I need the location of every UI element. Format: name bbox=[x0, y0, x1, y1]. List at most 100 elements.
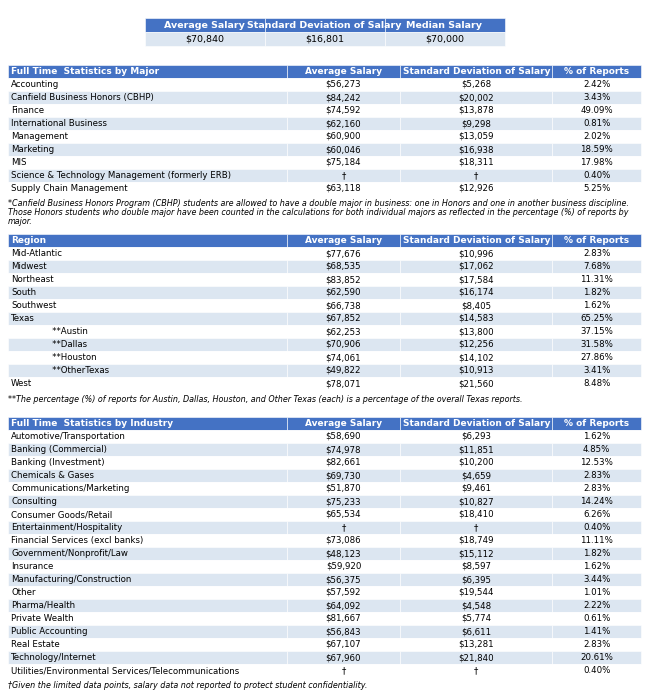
Bar bbox=[400, 547, 552, 560]
Bar bbox=[8, 508, 286, 521]
Text: $74,061: $74,061 bbox=[326, 353, 361, 362]
Text: $13,800: $13,800 bbox=[459, 327, 495, 336]
Text: MIS: MIS bbox=[11, 158, 27, 167]
Text: $67,107: $67,107 bbox=[326, 640, 361, 649]
Bar bbox=[552, 521, 641, 534]
Text: $12,256: $12,256 bbox=[459, 340, 495, 349]
Bar bbox=[400, 377, 552, 390]
Bar bbox=[286, 377, 400, 390]
Text: Banking (Commercial): Banking (Commercial) bbox=[11, 445, 107, 454]
Bar bbox=[286, 508, 400, 521]
Text: †: † bbox=[474, 171, 478, 180]
Bar bbox=[8, 273, 286, 286]
Bar bbox=[286, 417, 400, 430]
Bar bbox=[286, 130, 400, 143]
Text: $8,597: $8,597 bbox=[461, 562, 491, 571]
Bar bbox=[8, 104, 286, 117]
Bar bbox=[286, 286, 400, 299]
Text: 3.43%: 3.43% bbox=[583, 93, 610, 102]
Text: $58,690: $58,690 bbox=[326, 432, 361, 441]
Bar bbox=[400, 443, 552, 456]
Bar bbox=[384, 18, 504, 32]
Bar bbox=[8, 534, 286, 547]
Bar bbox=[400, 364, 552, 377]
Bar bbox=[400, 325, 552, 338]
Bar bbox=[8, 443, 286, 456]
Text: Full Time  Statistics by Industry: Full Time Statistics by Industry bbox=[11, 419, 173, 428]
Text: 6.26%: 6.26% bbox=[583, 510, 610, 519]
Bar bbox=[8, 521, 286, 534]
Bar bbox=[400, 560, 552, 573]
Bar bbox=[286, 104, 400, 117]
Text: $18,410: $18,410 bbox=[459, 510, 495, 519]
Text: Science & Technology Management (formerly ERB): Science & Technology Management (formerl… bbox=[11, 171, 231, 180]
Text: $60,900: $60,900 bbox=[326, 132, 361, 141]
Bar bbox=[286, 364, 400, 377]
Text: $9,298: $9,298 bbox=[461, 119, 491, 128]
Text: $70,906: $70,906 bbox=[326, 340, 361, 349]
Text: 27.86%: 27.86% bbox=[580, 353, 613, 362]
Text: 8.48%: 8.48% bbox=[583, 379, 610, 388]
Text: $62,590: $62,590 bbox=[326, 288, 361, 297]
Text: $17,062: $17,062 bbox=[459, 262, 495, 271]
Bar bbox=[286, 560, 400, 573]
Bar bbox=[145, 18, 265, 32]
Bar bbox=[400, 456, 552, 469]
Bar bbox=[8, 495, 286, 508]
Bar bbox=[552, 469, 641, 482]
Text: 11.31%: 11.31% bbox=[580, 275, 613, 284]
Bar bbox=[8, 286, 286, 299]
Text: $9,461: $9,461 bbox=[461, 484, 491, 493]
Text: $75,184: $75,184 bbox=[326, 158, 361, 167]
Text: †Given the limited data points, salary data not reported to protect student conf: †Given the limited data points, salary d… bbox=[8, 681, 367, 690]
Text: 2.83%: 2.83% bbox=[583, 640, 610, 649]
Bar bbox=[400, 104, 552, 117]
Text: 18.59%: 18.59% bbox=[580, 145, 613, 154]
Bar bbox=[286, 260, 400, 273]
Text: $68,535: $68,535 bbox=[326, 262, 361, 271]
Text: $12,926: $12,926 bbox=[459, 184, 494, 193]
Text: **The percentage (%) of reports for Austin, Dallas, Houston, and Other Texas (ea: **The percentage (%) of reports for Aust… bbox=[8, 395, 522, 404]
Bar bbox=[286, 482, 400, 495]
Text: Management: Management bbox=[11, 132, 68, 141]
Text: 17.98%: 17.98% bbox=[580, 158, 613, 167]
Text: $74,978: $74,978 bbox=[326, 445, 361, 454]
Bar bbox=[8, 547, 286, 560]
Text: major.: major. bbox=[8, 217, 32, 226]
Bar bbox=[8, 430, 286, 443]
Text: Government/Nonprofit/Law: Government/Nonprofit/Law bbox=[11, 549, 128, 558]
Bar bbox=[552, 625, 641, 638]
Bar bbox=[552, 260, 641, 273]
Text: Consulting: Consulting bbox=[11, 497, 57, 506]
Text: $70,840: $70,840 bbox=[185, 34, 224, 43]
Bar bbox=[8, 338, 286, 351]
Text: $16,801: $16,801 bbox=[305, 34, 344, 43]
Bar bbox=[400, 664, 552, 677]
Bar bbox=[552, 65, 641, 78]
Bar bbox=[8, 599, 286, 612]
Bar bbox=[8, 117, 286, 130]
Text: % of Reports: % of Reports bbox=[564, 236, 630, 245]
Bar bbox=[286, 599, 400, 612]
Text: Manufacturing/Construction: Manufacturing/Construction bbox=[11, 575, 131, 584]
Bar bbox=[286, 586, 400, 599]
Text: $10,996: $10,996 bbox=[459, 249, 494, 258]
Bar bbox=[286, 495, 400, 508]
Text: $4,548: $4,548 bbox=[461, 601, 491, 610]
Text: Public Accounting: Public Accounting bbox=[11, 627, 88, 636]
Bar bbox=[8, 247, 286, 260]
Bar bbox=[552, 351, 641, 364]
Bar bbox=[286, 534, 400, 547]
Bar bbox=[286, 573, 400, 586]
Bar bbox=[400, 651, 552, 664]
Bar bbox=[286, 91, 400, 104]
Text: $13,281: $13,281 bbox=[459, 640, 495, 649]
Bar bbox=[552, 547, 641, 560]
Bar bbox=[286, 156, 400, 169]
Text: $56,273: $56,273 bbox=[326, 80, 361, 89]
Text: Pharma/Health: Pharma/Health bbox=[11, 601, 75, 610]
Text: 31.58%: 31.58% bbox=[580, 340, 613, 349]
Bar bbox=[286, 143, 400, 156]
Bar bbox=[8, 130, 286, 143]
Text: Northeast: Northeast bbox=[11, 275, 54, 284]
